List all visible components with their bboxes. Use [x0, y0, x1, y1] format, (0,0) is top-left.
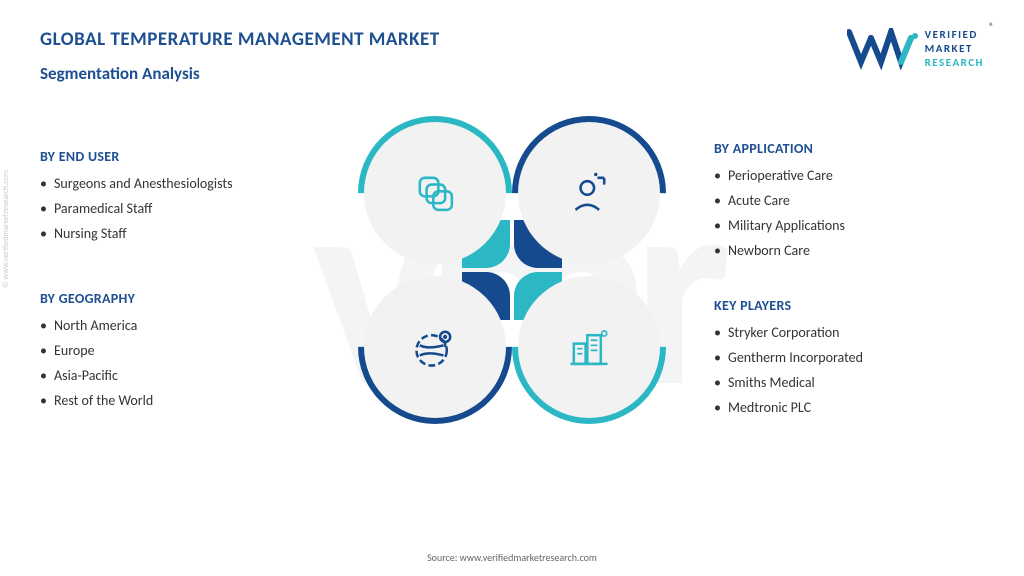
logo-line1: VERIFIED: [925, 28, 984, 42]
segment-heading: BY END USER: [40, 148, 310, 165]
logo-line2: MARKET: [925, 42, 984, 56]
page-subtitle: Segmentation Analysis: [40, 63, 440, 84]
list-item: Medtronic PLC: [714, 399, 984, 416]
center-quad-graphic: [310, 112, 714, 452]
list-item: Perioperative Care: [714, 167, 984, 184]
person-icon: [562, 166, 616, 220]
list-item: Military Applications: [714, 217, 984, 234]
list-item: North America: [40, 317, 310, 334]
segment-heading: BY GEOGRAPHY: [40, 290, 310, 307]
segment-end-user: BY END USER Surgeons and Anesthesiologis…: [40, 148, 310, 250]
segment-geography: BY GEOGRAPHY North America Europe Asia-P…: [40, 290, 310, 417]
page-title: GLOBAL TEMPERATURE MANAGEMENT MARKET: [40, 28, 440, 51]
list-item: Nursing Staff: [40, 225, 310, 242]
quad-geography: [364, 276, 506, 418]
list-item: Gentherm Incorporated: [714, 349, 984, 366]
list-item: Rest of the World: [40, 392, 310, 409]
stack-icon: [408, 166, 462, 220]
list-item: Surgeons and Anesthesiologists: [40, 175, 310, 192]
list-item: Europe: [40, 342, 310, 359]
globe-pin-icon: [408, 320, 462, 374]
list-item: Paramedical Staff: [40, 200, 310, 217]
source-text: Source: www.verifiedmarketresearch.com: [427, 551, 597, 564]
buildings-icon: [562, 320, 616, 374]
segment-application: BY APPLICATION Perioperative Care Acute …: [714, 140, 984, 267]
segment-key-players: KEY PLAYERS Stryker Corporation Gentherm…: [714, 297, 984, 424]
segment-heading: BY APPLICATION: [714, 140, 984, 157]
logo-line3: RESEARCH: [925, 56, 984, 70]
segment-heading: KEY PLAYERS: [714, 297, 984, 314]
quad-application: [518, 122, 660, 264]
quad-key-players: [518, 276, 660, 418]
vmr-logo-mark: [847, 28, 919, 70]
quad-end-user: [364, 122, 506, 264]
list-item: Smiths Medical: [714, 374, 984, 391]
list-item: Newborn Care: [714, 242, 984, 259]
brand-logo: VERIFIED MARKET RESEARCH ®: [847, 28, 984, 70]
list-item: Stryker Corporation: [714, 324, 984, 341]
list-item: Acute Care: [714, 192, 984, 209]
registered-mark: ®: [989, 20, 994, 33]
list-item: Asia-Pacific: [40, 367, 310, 384]
